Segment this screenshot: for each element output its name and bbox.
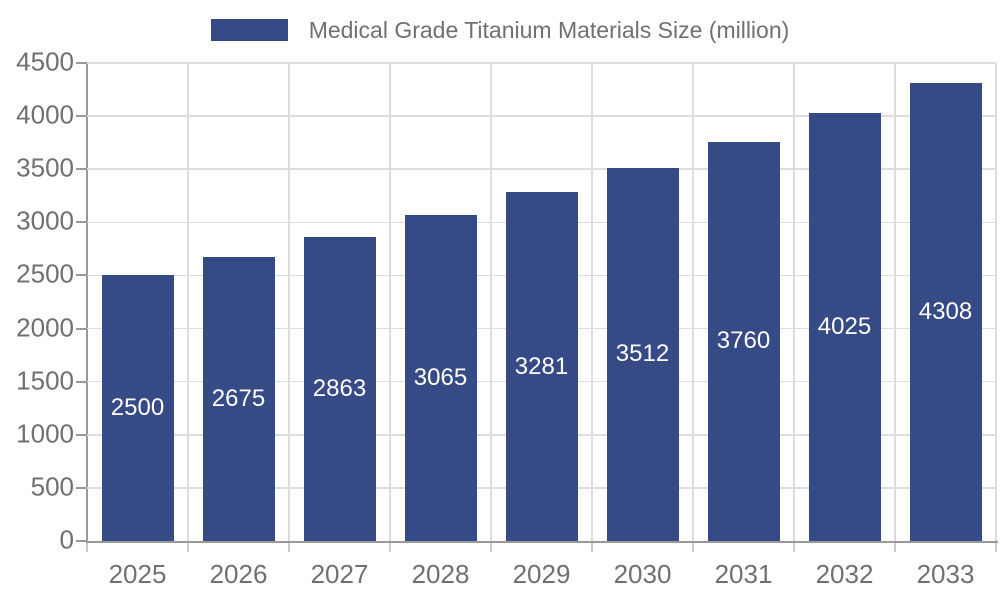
bar[interactable]: 3760 (707, 141, 780, 541)
x-axis-tick (692, 543, 694, 552)
y-axis-tick-label: 4500 (16, 46, 74, 77)
bar[interactable]: 3281 (505, 192, 578, 541)
x-axis-tick (591, 543, 593, 552)
bar-value-label: 3065 (413, 364, 468, 392)
y-axis-tick-label: 500 (30, 471, 74, 502)
bar[interactable]: 3065 (404, 215, 477, 541)
y-axis-tick (76, 327, 87, 330)
x-axis-tick (793, 543, 795, 552)
bar[interactable]: 2863 (303, 236, 376, 541)
x-axis-tick-label: 2027 (310, 559, 369, 589)
bar[interactable]: 2675 (202, 256, 275, 541)
x-axis-tick-label: 2033 (916, 559, 975, 589)
x-axis-tick-label: 2029 (512, 559, 571, 589)
bar-value-label: 2500 (110, 394, 165, 422)
x-axis-tick (490, 543, 492, 552)
x-axis-tick (894, 543, 896, 552)
y-axis-tick (76, 168, 87, 171)
y-axis-tick (76, 540, 87, 542)
gridline-horizontal (87, 115, 996, 117)
y-axis-tick-label: 1500 (16, 364, 74, 395)
bar[interactable]: 4308 (909, 83, 982, 541)
y-axis-tick-label: 2500 (16, 258, 74, 289)
y-axis-tick-label: 3000 (16, 205, 74, 236)
bar[interactable]: 4025 (808, 113, 881, 541)
bar-value-label: 3512 (615, 340, 670, 368)
gridline-vertical (187, 63, 189, 541)
y-axis-tick (76, 274, 87, 277)
legend-swatch (210, 19, 288, 41)
y-axis-tick-label: 0 (59, 524, 74, 555)
y-axis-tick (76, 221, 87, 224)
plot-area: 0 500 1000 1500 2000 2500 3000 3500 4000 4500 2500… (16, 46, 998, 589)
x-axis-tick (389, 543, 391, 552)
y-axis-tick (76, 115, 87, 118)
x-axis-tick (288, 543, 290, 552)
legend-label: Medical Grade Titanium Materials Size (m… (308, 16, 790, 43)
bar-value-label: 3760 (716, 327, 771, 355)
x-axis-tick (86, 543, 88, 552)
gridline-vertical (995, 63, 997, 541)
x-axis-tick (187, 543, 189, 552)
y-axis-tick (76, 380, 87, 383)
y-axis-line (86, 63, 88, 543)
bar-value-label: 2863 (312, 374, 367, 402)
gridline-vertical (692, 63, 694, 541)
x-axis-tick-label: 2026 (209, 559, 268, 589)
x-axis-tick-label: 2032 (815, 559, 874, 589)
y-axis-tick-label: 3500 (16, 152, 74, 183)
y-axis-tick-label: 1000 (16, 418, 74, 449)
x-axis-tick-label: 2025 (108, 559, 167, 589)
gridline-vertical (288, 63, 290, 541)
gridline-vertical (894, 63, 896, 541)
y-axis-tick (76, 433, 87, 436)
x-axis-tick-label: 2028 (411, 559, 470, 589)
y-axis-tick (76, 486, 87, 489)
x-axis-line (86, 541, 998, 543)
gridline-horizontal (87, 168, 996, 170)
gridline-vertical (793, 63, 795, 541)
bar[interactable]: 3512 (606, 167, 679, 541)
x-axis-tick-label: 2031 (714, 559, 773, 589)
y-axis-tick-label: 4000 (16, 99, 74, 130)
x-axis-tick-label: 2030 (613, 559, 672, 589)
y-axis-tick-label: 2000 (16, 311, 74, 342)
gridline-vertical (490, 63, 492, 541)
bar-value-label: 3281 (514, 352, 569, 380)
gridline-vertical (591, 63, 593, 541)
bar-value-label: 4308 (918, 298, 973, 326)
legend[interactable]: Medical Grade Titanium Materials Size (m… (0, 14, 1000, 46)
gridline-horizontal (87, 62, 996, 64)
bar[interactable]: 2500 (101, 275, 174, 541)
bar-value-label: 2675 (211, 384, 266, 412)
gridline-vertical (389, 63, 391, 541)
y-axis-tick (76, 62, 87, 64)
x-axis-tick (995, 543, 997, 552)
bar-value-label: 4025 (817, 313, 872, 341)
